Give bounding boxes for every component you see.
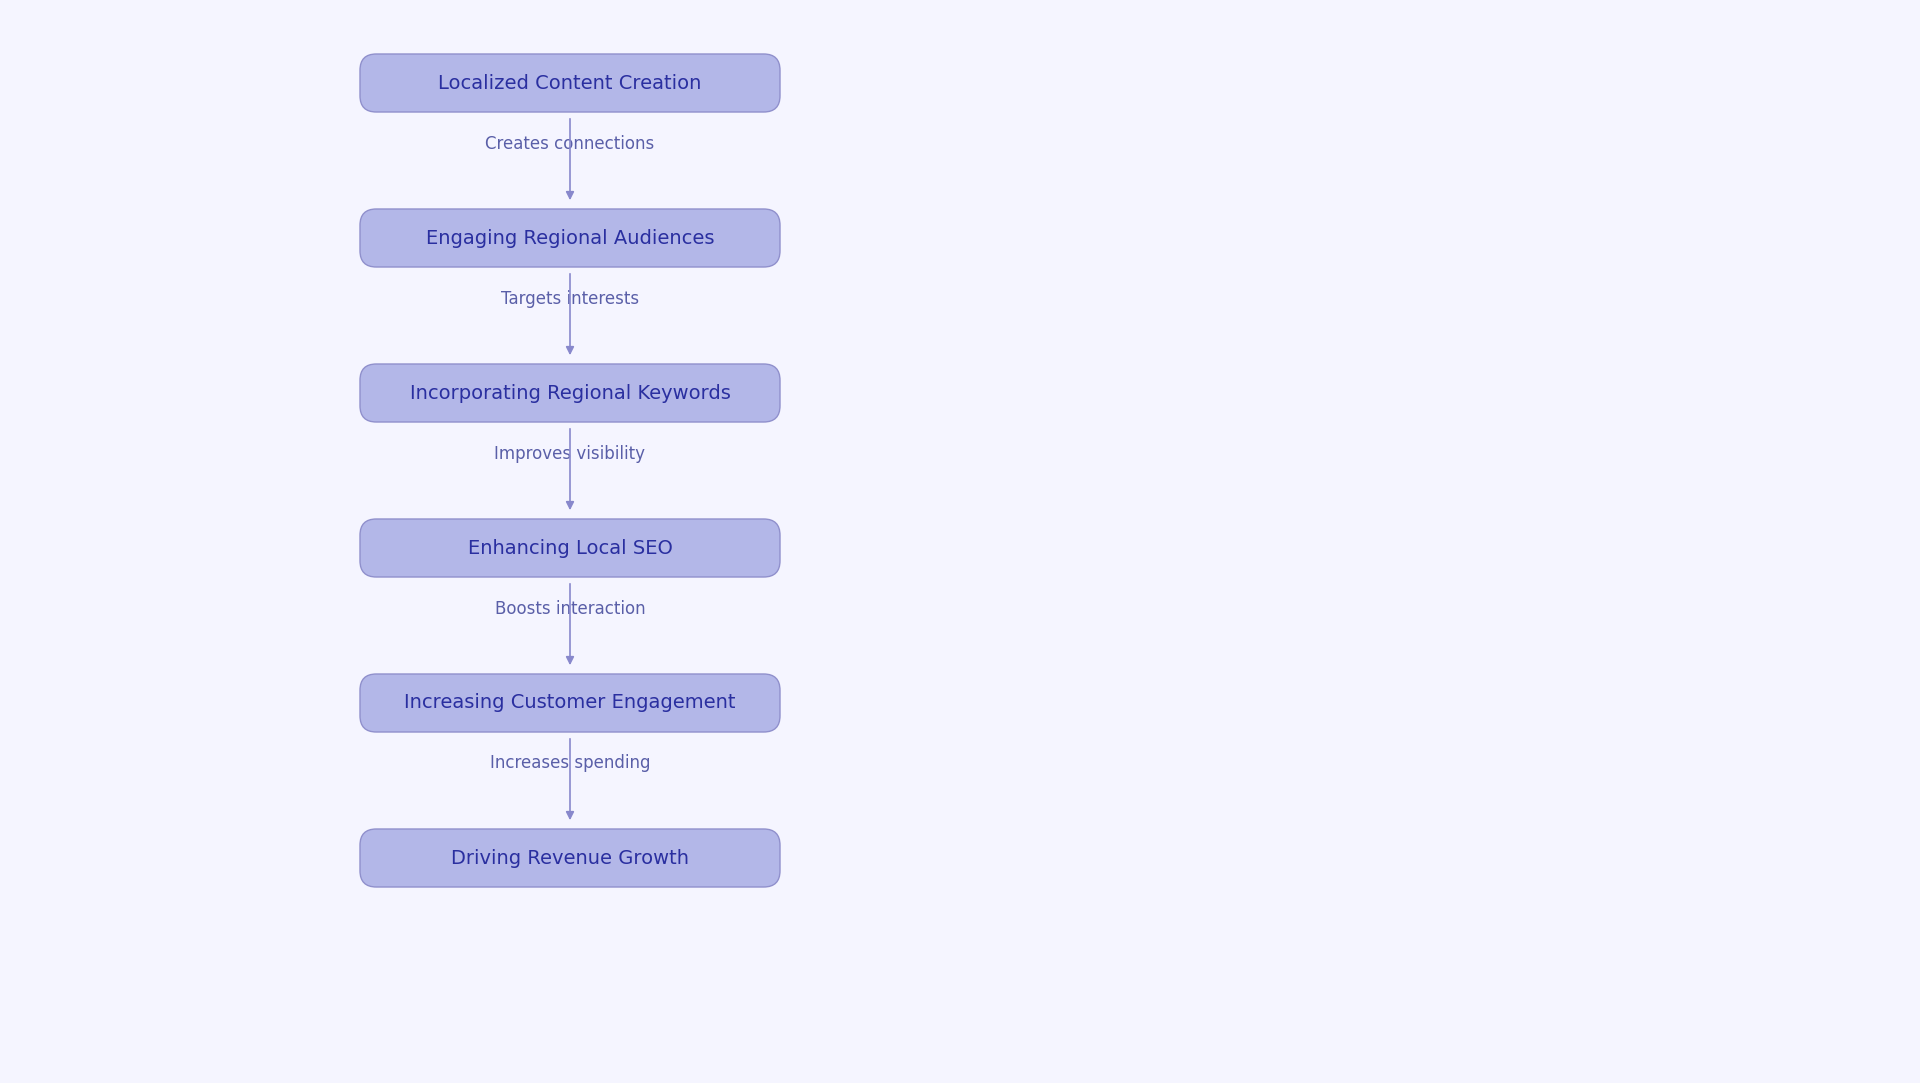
FancyBboxPatch shape: [361, 828, 780, 887]
FancyBboxPatch shape: [361, 54, 780, 112]
FancyBboxPatch shape: [361, 519, 780, 577]
FancyBboxPatch shape: [361, 364, 780, 422]
Text: Incorporating Regional Keywords: Incorporating Regional Keywords: [409, 383, 730, 403]
FancyBboxPatch shape: [361, 674, 780, 732]
Text: Boosts interaction: Boosts interaction: [495, 600, 645, 617]
FancyBboxPatch shape: [361, 209, 780, 268]
Text: Increasing Customer Engagement: Increasing Customer Engagement: [405, 693, 735, 713]
Text: Improves visibility: Improves visibility: [495, 444, 645, 462]
Text: Driving Revenue Growth: Driving Revenue Growth: [451, 848, 689, 867]
Text: Increases spending: Increases spending: [490, 755, 651, 772]
Text: Engaging Regional Audiences: Engaging Regional Audiences: [426, 229, 714, 248]
Text: Localized Content Creation: Localized Content Creation: [438, 74, 701, 92]
Text: Creates connections: Creates connections: [486, 134, 655, 153]
Text: Targets interests: Targets interests: [501, 289, 639, 308]
Text: Enhancing Local SEO: Enhancing Local SEO: [468, 538, 672, 558]
